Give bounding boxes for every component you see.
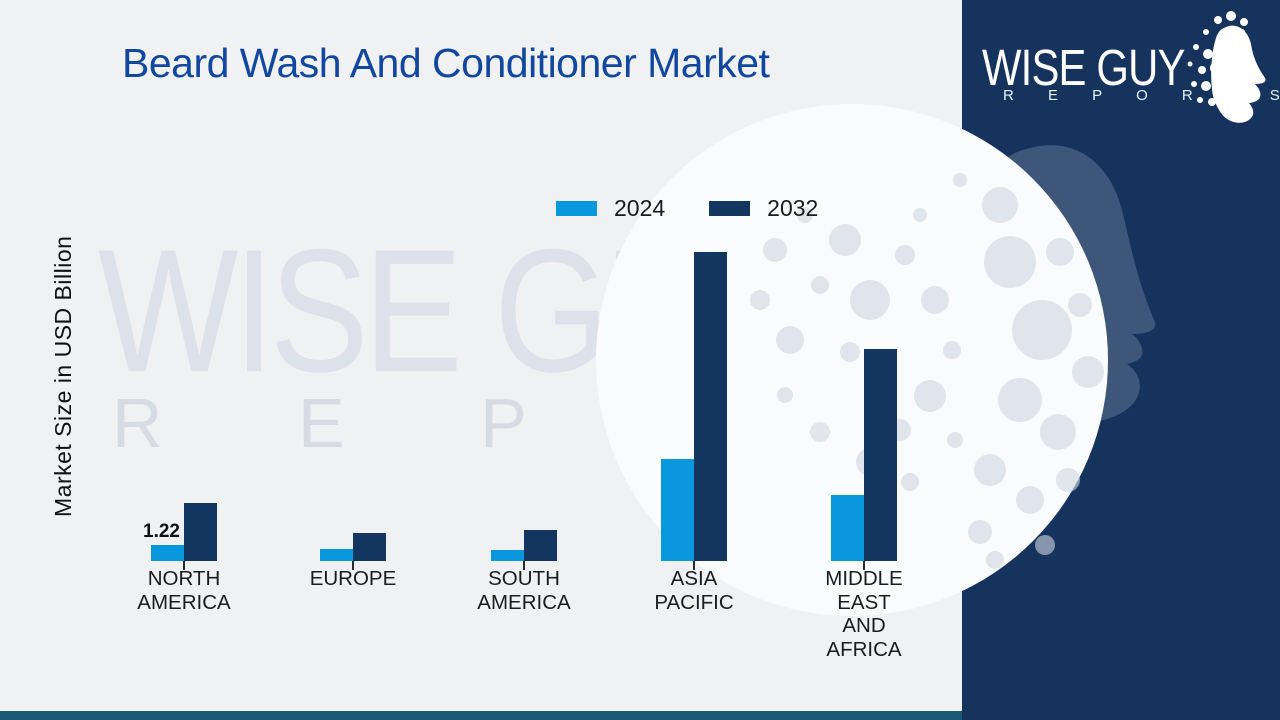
logo-wordmark: WISE GUY [982,39,1185,96]
bar-2024 [491,550,524,561]
chart-title: Beard Wash And Conditioner Market [122,40,770,86]
bar-group-middle-east-and-africa: MIDDLE EAST AND AFRICA [774,0,954,661]
bar-2024 [320,549,353,561]
x-axis-tick [183,561,185,570]
bar-group-south-america: SOUTH AMERICA [434,0,614,614]
legend-item-2032: 2032 [709,195,818,222]
bar-2032 [524,530,557,561]
bar-2024 [151,545,184,561]
category-label: MIDDLE EAST AND AFRICA [825,567,903,661]
bottom-teal-strip [0,711,962,720]
legend-label-2032: 2032 [767,195,819,221]
x-axis-tick [352,561,354,570]
bar-value-label: 1.22 [143,521,180,542]
category-label: ASIA PACIFIC [654,567,734,614]
chart-legend: 2024 2032 [556,195,818,222]
bar-group-europe: EUROPE [263,0,443,590]
category-label: EUROPE [309,567,397,590]
category-label: NORTH AMERICA [137,567,231,614]
legend-swatch-2024 [556,201,597,216]
legend-label-2024: 2024 [614,195,666,221]
x-axis-tick [523,561,525,570]
bar-group-asia-pacific: ASIA PACIFIC [604,0,784,614]
y-axis-label: Market Size in USD Billion [50,235,76,517]
bar-2032 [353,533,386,561]
x-axis-tick [863,561,865,570]
bar-2032 [184,503,217,561]
bar-2024 [661,459,694,561]
category-label: SOUTH AMERICA [477,567,571,614]
logo-face-icon [1187,11,1266,123]
bar-2032 [694,252,727,561]
legend-swatch-2032 [709,201,751,216]
bar-group-north-america: NORTH AMERICA 1.22 [94,0,274,614]
bar-2024 [831,495,864,561]
x-axis-tick [693,561,695,570]
legend-item-2024: 2024 [556,195,665,222]
bar-2032 [864,349,897,561]
